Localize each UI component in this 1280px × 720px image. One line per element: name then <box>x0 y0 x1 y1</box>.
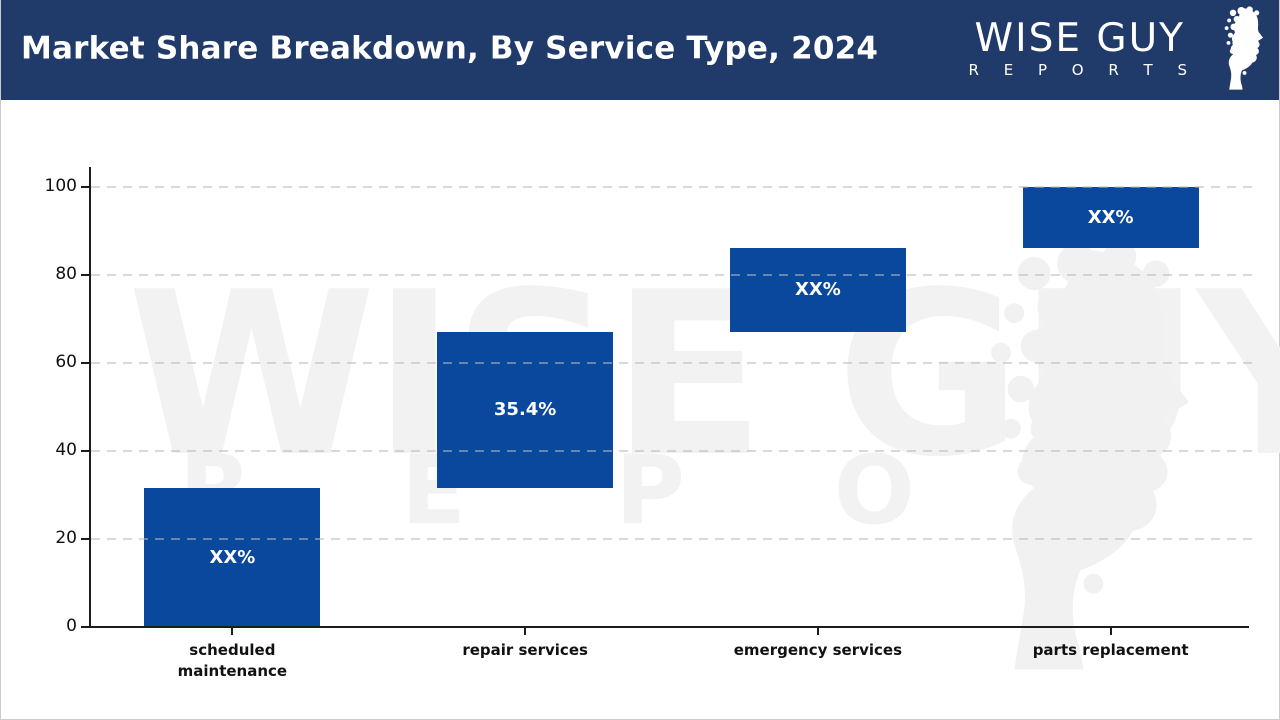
gridline <box>91 274 1259 276</box>
logo-reports-label: R E P O R T S <box>968 60 1197 79</box>
y-tick <box>81 274 90 276</box>
y-tick <box>81 362 90 364</box>
watermark-face-icon <box>869 220 1199 690</box>
logo-face-icon <box>1201 6 1265 90</box>
y-tick <box>81 538 90 540</box>
y-tick-label: 40 <box>55 440 77 460</box>
header-bar: Market Share Breakdown, By Service Type,… <box>1 0 1279 100</box>
category-label: scheduled maintenance <box>177 641 288 680</box>
y-tick-label: 100 <box>44 176 77 196</box>
logo-wordmark: WISE GUY R E P O R T S <box>963 15 1197 79</box>
bar-value-label: 35.4% <box>493 399 557 421</box>
y-tick-label: 80 <box>55 264 77 284</box>
x-axis-line <box>89 626 1249 628</box>
y-tick-label: 60 <box>55 352 77 372</box>
x-tick <box>1109 628 1112 635</box>
y-axis-line <box>89 167 91 628</box>
bar-scheduled-maintenance: XX% <box>144 487 321 627</box>
gridline <box>91 450 1259 452</box>
category-label: parts replacement <box>1032 641 1189 659</box>
bar-value-label: XX% <box>794 279 841 301</box>
bar-value-label: XX% <box>1087 207 1134 229</box>
y-tick-label: 0 <box>66 616 77 636</box>
page-title: Market Share Breakdown, By Service Type,… <box>21 30 879 67</box>
gridline <box>91 538 1259 540</box>
x-tick <box>231 628 234 635</box>
bar-repair-services: 35.4% <box>437 331 614 488</box>
x-tick <box>816 628 819 635</box>
y-tick <box>81 186 90 188</box>
gridline <box>91 362 1259 364</box>
category-label: emergency services <box>733 641 903 659</box>
y-tick-label: 20 <box>55 528 77 548</box>
category-label: repair services <box>462 641 588 659</box>
gridline <box>91 186 1259 188</box>
bar-parts-replacement: XX% <box>1022 187 1199 249</box>
bar-emergency-services: XX% <box>729 248 906 332</box>
y-tick <box>81 450 90 452</box>
x-tick <box>524 628 527 635</box>
y-tick <box>81 626 90 628</box>
bar-value-label: XX% <box>209 546 256 568</box>
logo-brand-name: WISE GUY <box>974 15 1185 61</box>
brand-logo: WISE GUY R E P O R T S <box>963 6 1265 90</box>
